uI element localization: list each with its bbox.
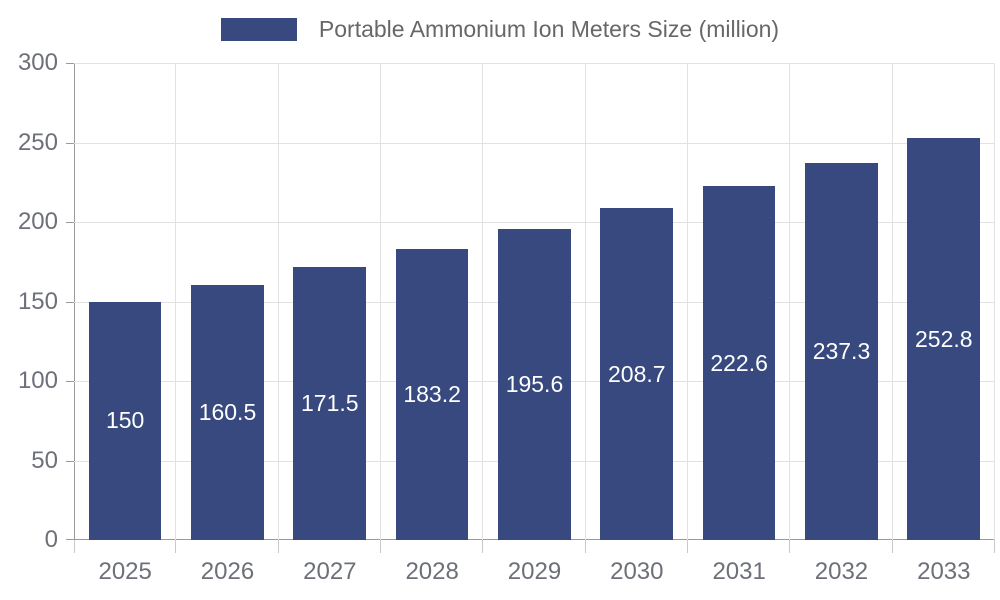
y-axis-tick bbox=[66, 142, 74, 144]
y-axis-tick bbox=[66, 539, 74, 540]
x-axis-category-label: 2028 bbox=[405, 558, 459, 585]
gridline-x-boundary bbox=[994, 63, 995, 540]
y-axis-tick-label: 250 bbox=[17, 128, 58, 156]
gridline-x-boundary bbox=[175, 63, 177, 540]
x-axis-tick bbox=[584, 540, 586, 553]
x-axis-category-label: 2026 bbox=[200, 558, 255, 585]
bar-2030[interactable]: 208.7 bbox=[600, 208, 674, 540]
gridline-x-boundary bbox=[686, 63, 688, 540]
bar-value-label: 171.5 bbox=[301, 390, 359, 417]
y-axis-tick-label: 0 bbox=[44, 526, 58, 553]
bar-2031[interactable]: 222.6 bbox=[702, 186, 776, 540]
bar-2026[interactable]: 160.5 bbox=[191, 284, 264, 540]
bar-2032[interactable]: 237.3 bbox=[805, 162, 878, 540]
category-slot-2025: 150 bbox=[74, 63, 176, 540]
gridline-x-boundary bbox=[891, 63, 893, 540]
gridline-x-boundary bbox=[277, 63, 279, 540]
x-axis-category-label: 2027 bbox=[303, 558, 357, 585]
x-axis-tick bbox=[994, 540, 995, 553]
category-slot-2027: 171.5 bbox=[279, 63, 381, 540]
gridline-x-boundary bbox=[482, 63, 484, 540]
bar-value-label: 150 bbox=[105, 407, 145, 434]
y-axis-tick bbox=[66, 460, 74, 462]
y-axis-tick-label: 150 bbox=[17, 287, 58, 315]
y-axis-tick-label: 100 bbox=[17, 367, 58, 395]
y-axis-tick bbox=[66, 63, 74, 64]
y-axis-tick-label: 200 bbox=[17, 208, 58, 236]
x-axis-tick bbox=[175, 540, 177, 553]
gridline-y-250 bbox=[74, 142, 995, 144]
legend-item[interactable]: Portable Ammonium Ion Meters Size (milli… bbox=[220, 16, 780, 44]
y-axis-tick-label: 300 bbox=[17, 49, 58, 76]
bar-2033[interactable]: 252.8 bbox=[907, 138, 981, 540]
x-axis-category-label: 2029 bbox=[507, 558, 562, 585]
category-slot-2033: 252.8 bbox=[893, 63, 995, 540]
x-axis-category-label: 2032 bbox=[814, 558, 869, 585]
y-axis-tick bbox=[66, 381, 74, 383]
category-slot-2029: 195.6 bbox=[483, 63, 585, 540]
category-slot-2031: 222.6 bbox=[688, 63, 790, 540]
legend: Portable Ammonium Ion Meters Size (milli… bbox=[0, 16, 1000, 44]
legend-swatch bbox=[220, 18, 297, 42]
x-axis-tick bbox=[482, 540, 484, 553]
bar-2027[interactable]: 171.5 bbox=[293, 267, 367, 540]
bar-value-label: 195.6 bbox=[505, 371, 564, 397]
gridline-x-boundary bbox=[584, 63, 586, 540]
x-axis-tick bbox=[686, 540, 688, 553]
y-axis-labels: 0 50 100 150 200 250 300 bbox=[0, 51, 58, 552]
x-axis-category-label: 2030 bbox=[610, 558, 664, 585]
bar-2028[interactable]: 183.2 bbox=[395, 248, 469, 540]
x-axis-category-label: 2031 bbox=[712, 558, 766, 585]
category-slot-2030: 208.7 bbox=[586, 63, 688, 540]
bar-value-label: 160.5 bbox=[198, 398, 257, 425]
gridline-x-boundary bbox=[789, 63, 791, 540]
category-slot-2028: 183.2 bbox=[381, 63, 483, 540]
plot-area: 150 160.5 171.5 183.2 195.6 208.7 222.6 237.3 25… bbox=[66, 63, 995, 553]
x-axis-tick bbox=[379, 540, 381, 553]
bar-2025[interactable]: 150 bbox=[88, 301, 162, 540]
x-axis-tick bbox=[277, 540, 279, 553]
gridline-y-200 bbox=[74, 222, 995, 224]
bar-value-label: 222.6 bbox=[710, 349, 768, 376]
bar-value-label: 208.7 bbox=[608, 360, 666, 387]
category-slot-2032: 237.3 bbox=[790, 63, 892, 540]
y-axis-tick bbox=[66, 222, 74, 224]
bar-value-label: 237.3 bbox=[812, 337, 871, 364]
x-axis-labels: 2025 2026 2027 2028 2029 2030 2031 2032 2033 bbox=[74, 558, 995, 585]
y-axis-tick-label: 50 bbox=[31, 446, 58, 474]
bar-value-label: 252.8 bbox=[915, 325, 973, 352]
x-axis-category-label: 2025 bbox=[98, 558, 152, 585]
x-axis-tick bbox=[74, 540, 75, 553]
bar-2029[interactable]: 195.6 bbox=[498, 229, 571, 540]
y-axis-tick bbox=[66, 301, 74, 303]
bar-value-label: 183.2 bbox=[403, 380, 461, 407]
x-axis-tick bbox=[891, 540, 893, 553]
x-axis-tick bbox=[789, 540, 791, 553]
gridline-y-300 bbox=[74, 63, 995, 64]
legend-label: Portable Ammonium Ion Meters Size (milli… bbox=[318, 16, 780, 42]
x-axis-category-label: 2033 bbox=[917, 558, 971, 585]
category-slot-2026: 160.5 bbox=[176, 63, 278, 540]
gridline-x-boundary bbox=[379, 63, 381, 540]
